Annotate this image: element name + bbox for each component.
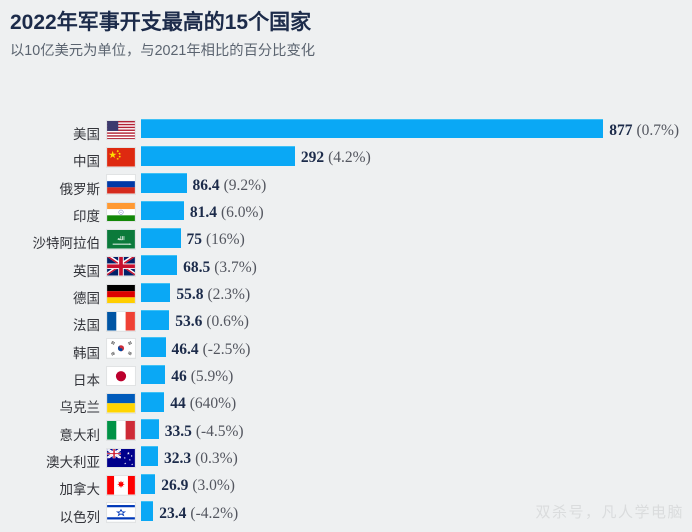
svg-text:الله: الله: [117, 236, 125, 242]
